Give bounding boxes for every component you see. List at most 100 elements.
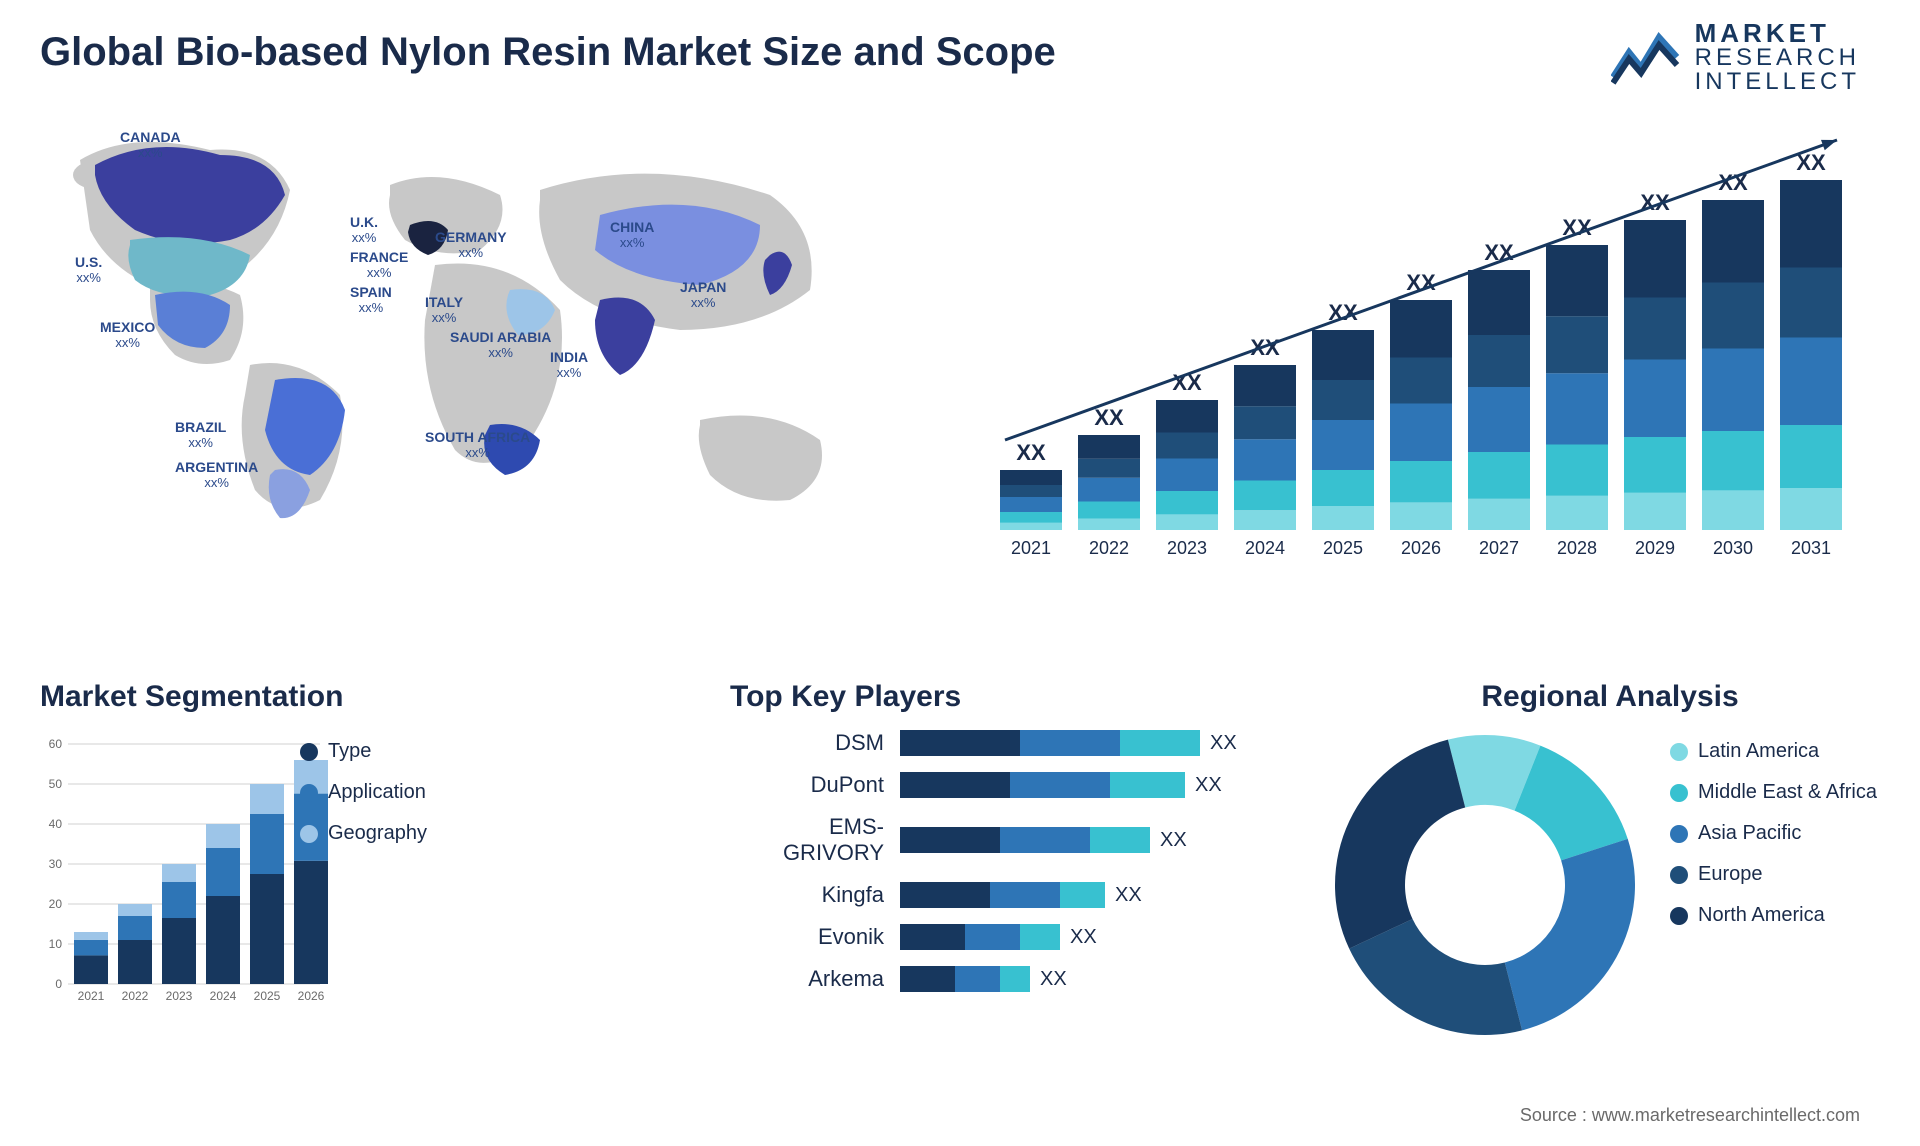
- map-label-southafrica: SOUTH AFRICAxx%: [425, 430, 530, 459]
- seg-year: 2022: [122, 989, 149, 1003]
- brand-logo: MARKET RESEARCH INTELLECT: [1611, 20, 1860, 94]
- legend-dot-icon: [1670, 825, 1688, 843]
- seg-ytick: 20: [49, 897, 63, 911]
- map-label-country: JAPAN: [680, 279, 726, 295]
- main-bar-seg: [1546, 496, 1608, 530]
- main-bar-seg: [1156, 433, 1218, 459]
- regional-legend-item: Latin America: [1670, 740, 1877, 763]
- player-bar-seg: [900, 772, 1010, 798]
- main-bar-seg: [1546, 245, 1608, 316]
- main-bar-year: 2030: [1713, 538, 1753, 558]
- map-label-country: SPAIN: [350, 284, 392, 300]
- main-bar-seg: [1468, 335, 1530, 387]
- map-highlight-india: [595, 298, 655, 376]
- legend-label: Middle East & Africa: [1698, 781, 1877, 804]
- seg-year: 2021: [78, 989, 105, 1003]
- player-name: DuPont: [730, 772, 900, 798]
- seg-year: 2024: [210, 989, 237, 1003]
- main-bar-seg: [1624, 493, 1686, 530]
- legend-label: North America: [1698, 904, 1825, 927]
- legend-dot-icon: [1670, 784, 1688, 802]
- map-label-country: MEXICO: [100, 319, 155, 335]
- main-bar-seg: [1312, 506, 1374, 530]
- seg-bar-seg: [162, 864, 196, 882]
- main-bar-year: 2023: [1167, 538, 1207, 558]
- player-bar: [900, 772, 1185, 798]
- main-bar-year: 2026: [1401, 538, 1441, 558]
- seg-ytick: 30: [49, 857, 63, 871]
- map-label-value: xx%: [175, 476, 258, 489]
- map-label-argentina: ARGENTINAxx%: [175, 460, 258, 489]
- map-label-value: xx%: [120, 146, 181, 159]
- player-row: EvonikXX: [730, 924, 1280, 950]
- regional-title: Regional Analysis: [1330, 680, 1890, 714]
- seg-legend-item: Application: [300, 781, 427, 804]
- legend-label: Europe: [1698, 863, 1763, 886]
- map-label-value: xx%: [680, 296, 726, 309]
- map-label-value: xx%: [425, 446, 530, 459]
- player-bar: [900, 966, 1030, 992]
- player-row: DuPontXX: [730, 772, 1280, 798]
- player-bar-seg: [1020, 730, 1120, 756]
- main-bar-seg: [1156, 514, 1218, 530]
- map-label-value: xx%: [350, 231, 378, 244]
- main-bar-seg: [1702, 200, 1764, 283]
- player-row: KingfaXX: [730, 882, 1280, 908]
- main-bar-seg: [1546, 316, 1608, 373]
- main-bar-seg: [1078, 459, 1140, 478]
- player-bar-seg: [965, 924, 1020, 950]
- main-bar-seg: [1312, 420, 1374, 470]
- main-bar-year: 2028: [1557, 538, 1597, 558]
- legend-label: Application: [328, 781, 426, 804]
- player-bar: [900, 827, 1150, 853]
- player-value: XX: [1115, 884, 1142, 907]
- main-bar-seg: [1390, 404, 1452, 462]
- main-bar-seg: [1078, 478, 1140, 502]
- seg-bar-seg: [250, 784, 284, 814]
- map-label-value: xx%: [350, 266, 408, 279]
- map-label-germany: GERMANYxx%: [435, 230, 507, 259]
- player-bar-seg: [900, 827, 1000, 853]
- map-label-japan: JAPANxx%: [680, 280, 726, 309]
- seg-bar-seg: [162, 882, 196, 918]
- main-chart-svg: XX2021XX2022XX2023XX2024XX2025XX2026XX20…: [990, 130, 1860, 560]
- player-value: XX: [1210, 732, 1237, 755]
- main-bar-seg: [1312, 380, 1374, 420]
- seg-legend-item: Type: [300, 740, 427, 763]
- player-name: Arkema: [730, 966, 900, 992]
- map-label-country: CHINA: [610, 219, 654, 235]
- legend-dot-icon: [1670, 866, 1688, 884]
- seg-bar-seg: [118, 904, 152, 916]
- main-bar-year: 2022: [1089, 538, 1129, 558]
- player-value: XX: [1160, 829, 1187, 852]
- main-bar-seg: [1000, 512, 1062, 523]
- map-label-country: U.S.: [75, 254, 102, 270]
- seg-bar-seg: [206, 848, 240, 896]
- segmentation-legend: TypeApplicationGeography: [300, 740, 427, 863]
- map-label-france: FRANCExx%: [350, 250, 408, 279]
- player-bar-seg: [990, 882, 1060, 908]
- main-bar-seg: [1780, 338, 1842, 426]
- regional-section: Regional Analysis Latin AmericaMiddle Ea…: [1330, 680, 1890, 714]
- main-bar-seg: [1780, 488, 1842, 530]
- player-bar: [900, 730, 1200, 756]
- trend-arrowhead-icon: [1821, 140, 1837, 150]
- seg-bar-seg: [250, 874, 284, 984]
- main-bar-seg: [1624, 360, 1686, 438]
- page-title: Global Bio-based Nylon Resin Market Size…: [40, 30, 1056, 75]
- seg-year: 2025: [254, 989, 281, 1003]
- map-label-italy: ITALYxx%: [425, 295, 463, 324]
- seg-bar-seg: [250, 814, 284, 874]
- player-bar: [900, 882, 1105, 908]
- map-label-value: xx%: [100, 336, 155, 349]
- regional-legend-item: Europe: [1670, 863, 1877, 886]
- map-label-country: INDIA: [550, 349, 588, 365]
- main-bar-year: 2025: [1323, 538, 1363, 558]
- legend-dot-icon: [1670, 743, 1688, 761]
- player-bar-seg: [900, 882, 990, 908]
- main-bar-seg: [1390, 300, 1452, 358]
- seg-ytick: 40: [49, 817, 63, 831]
- player-row: EMS-GRIVORYXX: [730, 814, 1280, 866]
- logo-line2: RESEARCH: [1695, 46, 1860, 70]
- map-label-canada: CANADAxx%: [120, 130, 181, 159]
